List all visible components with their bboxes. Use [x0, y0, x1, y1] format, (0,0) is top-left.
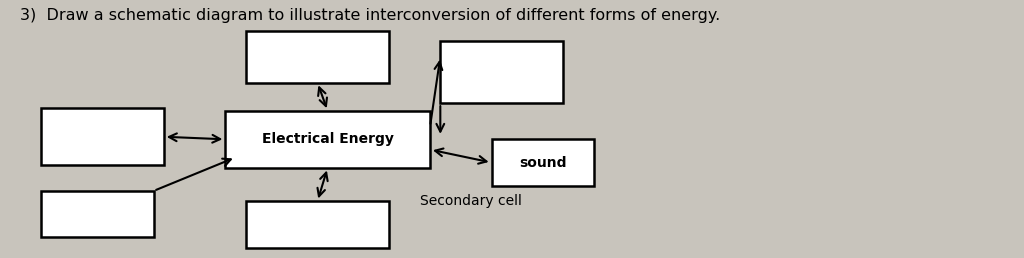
- Text: 3)  Draw a schematic diagram to illustrate interconversion of different forms of: 3) Draw a schematic diagram to illustrat…: [20, 8, 721, 23]
- Text: sound: sound: [519, 156, 566, 170]
- Bar: [246, 31, 389, 83]
- Bar: [225, 111, 430, 168]
- Bar: [41, 191, 154, 237]
- Text: Electrical Energy: Electrical Energy: [262, 132, 393, 146]
- Bar: [246, 201, 389, 248]
- Bar: [41, 108, 164, 165]
- Bar: [492, 139, 594, 186]
- Bar: [440, 41, 563, 103]
- Text: Secondary cell: Secondary cell: [420, 194, 521, 208]
